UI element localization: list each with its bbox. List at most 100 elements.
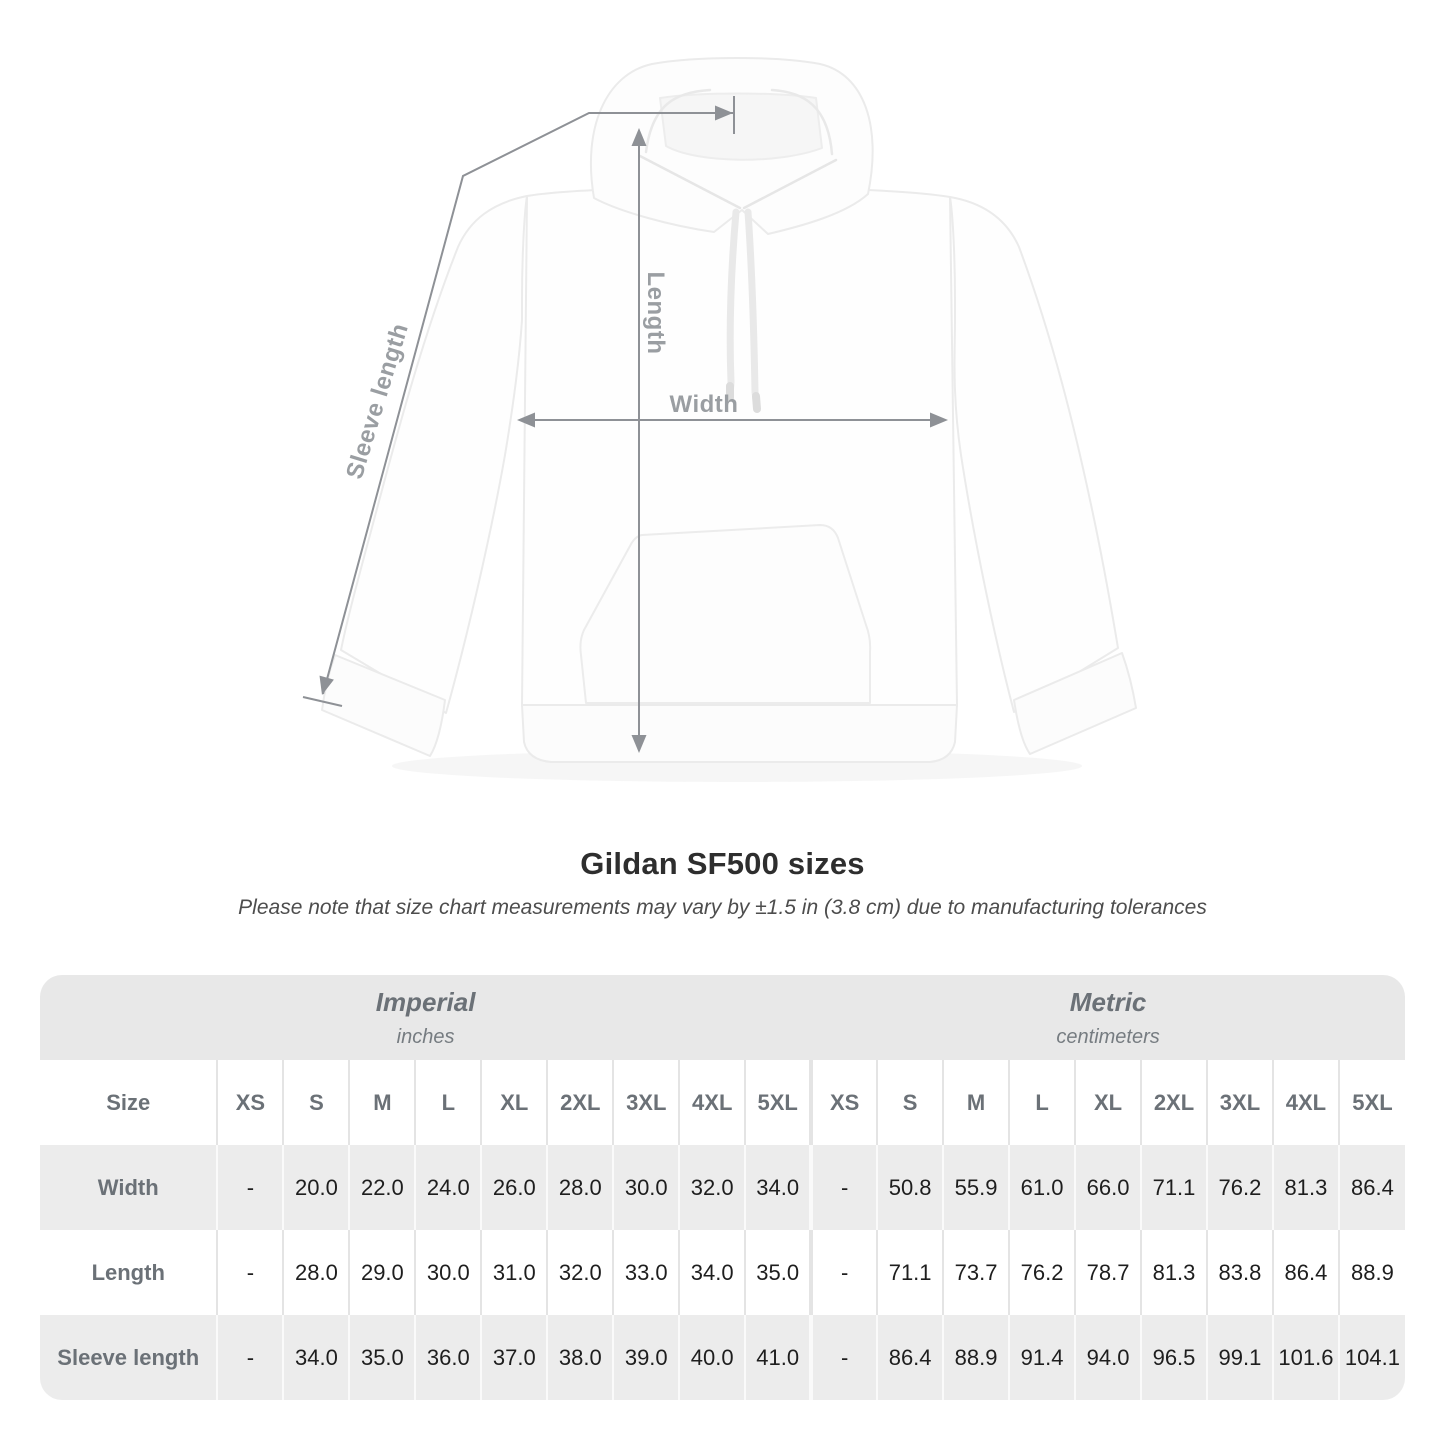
value-cell: 26.0: [480, 1145, 548, 1230]
value-cell: -: [216, 1145, 284, 1230]
value-cell: 81.3: [1271, 1145, 1339, 1230]
value-cell: 34.0: [744, 1145, 812, 1230]
size-header-cell: XL: [480, 1060, 548, 1145]
value-cell: -: [809, 1230, 878, 1315]
value-cell: 99.1: [1205, 1315, 1273, 1400]
hoodie-drawstring-left: [726, 208, 740, 400]
size-header-cell: 4XL: [1271, 1060, 1339, 1145]
size-header-cell: 3XL: [612, 1060, 680, 1145]
row-label: Length: [91, 1259, 165, 1285]
hoodie-hood-rim: [644, 88, 834, 156]
size-header-cell: 4XL: [678, 1060, 746, 1145]
table-row-sleeve-length: Sleeve length - 34.0 35.0 36.0 37.0 38.0…: [40, 1315, 1405, 1400]
width-label: Width: [670, 391, 739, 418]
size-header-cell: XS: [216, 1060, 284, 1145]
value-cell: 41.0: [744, 1315, 812, 1400]
value-cell: 33.0: [612, 1230, 680, 1315]
value-cell: 55.9: [942, 1145, 1010, 1230]
size-header-cell: 5XL: [744, 1060, 812, 1145]
size-header-cell: XS: [809, 1060, 878, 1145]
size-header-cell: L: [414, 1060, 482, 1145]
value-cell: 101.6: [1271, 1315, 1339, 1400]
value-cell: 20.0: [282, 1145, 350, 1230]
metric-group-header: Metric centimeters: [811, 975, 1405, 1060]
value-cell: 104.1: [1337, 1315, 1405, 1400]
page-subtitle: Please note that size chart measurements…: [238, 896, 1207, 919]
value-cell: -: [809, 1145, 878, 1230]
value-cell: 32.0: [678, 1145, 746, 1230]
value-cell: 81.3: [1140, 1230, 1207, 1315]
value-cell: 66.0: [1074, 1145, 1142, 1230]
value-cell: 50.8: [876, 1145, 944, 1230]
metric-group-unit: centimeters: [1056, 1025, 1160, 1048]
measurement-annotations: [302, 96, 944, 751]
table-row-width: Width - 20.0 22.0 24.0 26.0 28.0 30.0 32…: [40, 1145, 1405, 1230]
sleeve-length-cuff-tick: [302, 696, 343, 707]
value-cell: 40.0: [678, 1315, 746, 1400]
hoodie-collar-v: [638, 154, 838, 210]
hoodie-drawstring-tips: [726, 382, 761, 413]
value-cell: 24.0: [414, 1145, 482, 1230]
value-cell: 35.0: [744, 1230, 812, 1315]
length-label: Length: [642, 272, 669, 355]
metric-group-label: Metric: [1069, 986, 1147, 1017]
value-cell: 86.4: [1337, 1145, 1405, 1230]
value-cell: 86.4: [1271, 1230, 1339, 1315]
value-cell: 37.0: [480, 1315, 548, 1400]
value-cell: 88.9: [942, 1315, 1010, 1400]
value-cell: 35.0: [348, 1315, 416, 1400]
value-cell: 22.0: [348, 1145, 416, 1230]
size-table: Imperial inches Metric centimeters Size …: [40, 975, 1405, 1400]
size-table-container: Imperial inches Metric centimeters Size …: [40, 975, 1405, 1400]
value-cell: 91.4: [1008, 1315, 1076, 1400]
row-label: Sleeve length: [57, 1344, 200, 1370]
size-header-cell: M: [942, 1060, 1010, 1145]
hoodie-hood-interior: [659, 92, 823, 161]
hoodie-measurement-diagram: Sleeve length Length Width: [302, 57, 1137, 763]
measurement-arrowheads: [319, 105, 948, 753]
value-cell: 86.4: [876, 1315, 944, 1400]
value-cell: 61.0: [1008, 1145, 1076, 1230]
size-header-cell: L: [1008, 1060, 1076, 1145]
size-header-cell: M: [348, 1060, 416, 1145]
row-label: Width: [97, 1174, 159, 1200]
hoodie-illustration: [321, 57, 1137, 763]
hoodie-drawstring-right: [744, 208, 761, 412]
value-cell: 38.0: [546, 1315, 614, 1400]
imperial-group-unit: inches: [396, 1025, 455, 1048]
value-cell: 29.0: [348, 1230, 416, 1315]
value-cell: 71.1: [876, 1230, 944, 1315]
value-cell: 78.7: [1074, 1230, 1142, 1315]
unit-group-row: Imperial inches Metric centimeters: [40, 975, 1405, 1060]
value-cell: 32.0: [546, 1230, 614, 1315]
value-cell: 96.5: [1140, 1315, 1207, 1400]
value-cell: 39.0: [612, 1315, 680, 1400]
size-col-header: Size: [106, 1089, 151, 1115]
size-header-cell: XL: [1074, 1060, 1142, 1145]
size-header-cell: S: [282, 1060, 350, 1145]
imperial-group-header: Imperial inches: [40, 975, 811, 1060]
hoodie-hem-band: [521, 704, 958, 763]
imperial-group-label: Imperial: [375, 986, 476, 1017]
size-header-cell: 2XL: [1140, 1060, 1207, 1145]
sleeve-length-line: [322, 112, 733, 695]
value-cell: 30.0: [414, 1230, 482, 1315]
size-header-cell: 5XL: [1337, 1060, 1405, 1145]
title-block: Gildan SF500 sizes Please note that size…: [0, 846, 1445, 920]
value-cell: -: [216, 1315, 284, 1400]
value-cell: 34.0: [282, 1315, 350, 1400]
value-cell: 34.0: [678, 1230, 746, 1315]
value-cell: -: [809, 1315, 878, 1400]
value-cell: 28.0: [546, 1145, 614, 1230]
page-title: Gildan SF500 sizes: [580, 846, 865, 881]
value-cell: 36.0: [414, 1315, 482, 1400]
value-cell: 76.2: [1008, 1230, 1076, 1315]
value-cell: 28.0: [282, 1230, 350, 1315]
value-cell: 31.0: [480, 1230, 548, 1315]
size-header-cell: S: [876, 1060, 944, 1145]
hoodie-right-cuff: [1013, 652, 1137, 755]
value-cell: 88.9: [1337, 1230, 1405, 1315]
value-cell: -: [216, 1230, 284, 1315]
table-row-length: Length - 28.0 29.0 30.0 31.0 32.0 33.0 3…: [40, 1230, 1405, 1315]
